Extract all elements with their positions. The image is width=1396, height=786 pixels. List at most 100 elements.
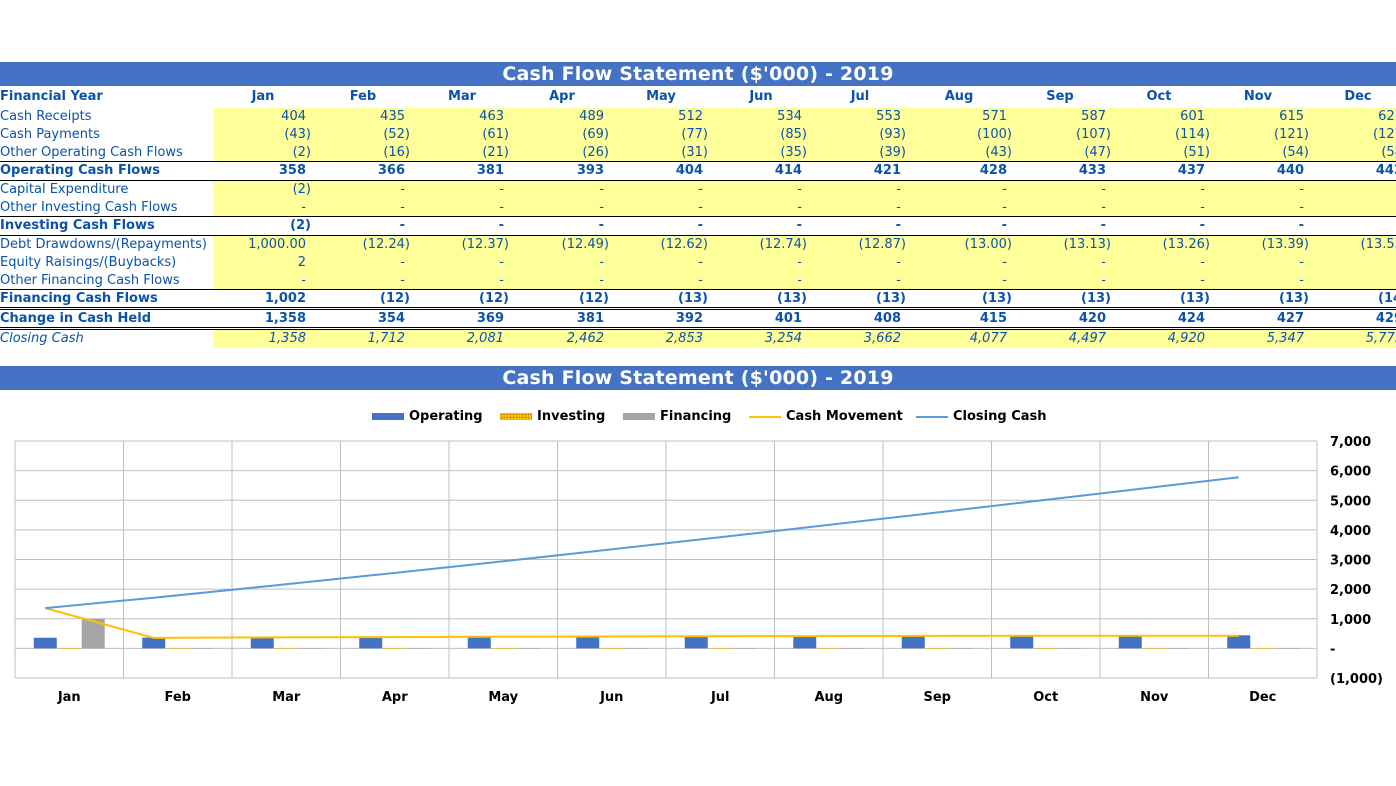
- bar-financing-may: [515, 648, 539, 649]
- cell-investing-total-oct: -: [1199, 218, 1205, 233]
- table-header-row: Financial Year Jan Feb Mar Apr May Jun Jul Aug Se…: [0, 88, 1396, 106]
- cell-other-operating-mar: (21): [482, 145, 509, 160]
- table-row-equity: Equity Raisings/(Buybacks)2-----------: [0, 254, 1396, 272]
- cell-debt-dec: (13.53): [1360, 237, 1396, 252]
- cell-capex-may: -: [698, 182, 703, 197]
- x-tick-label-sep: Sep: [924, 690, 952, 705]
- cell-cash-receipts-feb: 435: [380, 109, 405, 124]
- bar-investing-mar: [274, 648, 298, 649]
- cell-cash-receipts-nov: 615: [1279, 109, 1304, 124]
- month-header-aug: Aug: [944, 89, 974, 104]
- cell-other-operating-jun: (35): [780, 145, 807, 160]
- row-highlight: [213, 108, 1396, 126]
- cell-other-investing-may: -: [698, 200, 703, 215]
- header-label: Financial Year: [0, 89, 103, 104]
- cell-debt-may: (12.62): [660, 237, 708, 252]
- cell-operating-total-apr: 393: [576, 163, 604, 178]
- row-highlight: [213, 272, 1396, 290]
- cell-cash-receipts-mar: 463: [479, 109, 504, 124]
- cell-other-financing-aug: -: [1002, 273, 1007, 288]
- cell-closing-cash-nov: 5,347: [1266, 331, 1304, 346]
- cell-capex-jun: -: [797, 182, 802, 197]
- cell-change-in-cash-feb: 354: [377, 311, 405, 326]
- cell-cash-payments-jul: (93): [879, 127, 906, 142]
- cell-debt-jul: (12.87): [858, 237, 906, 252]
- cell-equity-feb: -: [400, 255, 405, 270]
- y-tick-label: 5,000: [1330, 494, 1371, 509]
- cell-cash-receipts-jun: 534: [777, 109, 802, 124]
- legend-item-operating: Operating: [372, 408, 483, 426]
- cell-cash-receipts-sep: 587: [1081, 109, 1106, 124]
- cell-change-in-cash-dec: 429: [1375, 311, 1396, 326]
- cell-operating-total-feb: 366: [377, 163, 405, 178]
- row-label: Investing Cash Flows: [0, 218, 155, 233]
- cell-other-investing-feb: -: [400, 200, 405, 215]
- cell-capex-jul: -: [896, 182, 901, 197]
- y-tick-label: 3,000: [1330, 554, 1371, 569]
- cell-cash-payments-jan: (43): [284, 127, 311, 142]
- cell-closing-cash-mar: 2,081: [466, 331, 504, 346]
- y-tick-label: (1,000): [1330, 672, 1383, 687]
- cell-equity-dec: -: [1313, 254, 1396, 272]
- legend-label: Closing Cash: [953, 409, 1047, 424]
- cell-debt-jan: 1,000.00: [248, 237, 306, 252]
- cell-financing-total-jun: (13): [777, 291, 807, 306]
- cell-other-financing-mar: -: [499, 273, 504, 288]
- row-label: Equity Raisings/(Buybacks): [0, 255, 177, 270]
- cell-other-investing-oct: -: [1200, 200, 1205, 215]
- legend-swatch: [623, 413, 655, 420]
- bar-operating-mar: [250, 637, 274, 649]
- cell-capex-feb: -: [400, 182, 405, 197]
- legend-item-closing-cash: Closing Cash: [916, 408, 1047, 426]
- legend-label: Operating: [409, 409, 483, 424]
- cell-capex-sep: -: [1101, 182, 1106, 197]
- cell-other-investing-sep: -: [1101, 200, 1106, 215]
- row-highlight: [213, 330, 1396, 348]
- x-tick-label-jul: Jul: [710, 690, 730, 705]
- bar-operating-nov: [1118, 635, 1142, 649]
- month-header-feb: Feb: [349, 89, 377, 104]
- cell-cash-payments-oct: (114): [1175, 127, 1210, 142]
- table-rule: [0, 289, 1396, 290]
- cell-cash-receipts-aug: 571: [982, 109, 1007, 124]
- cell-other-operating-nov: (54): [1282, 145, 1309, 160]
- cell-equity-jun: -: [797, 255, 802, 270]
- legend-item-cash-movement: Cash Movement: [749, 408, 903, 426]
- cell-other-investing-jul: -: [896, 200, 901, 215]
- cell-equity-nov: -: [1299, 255, 1304, 270]
- row-label: Other Operating Cash Flows: [0, 145, 183, 160]
- legend-swatch: [749, 415, 781, 418]
- cell-other-investing-nov: -: [1299, 200, 1304, 215]
- cash-flow-chart: (1,000) - 1,000 2,000 3,000 4,000 5,000 6,000 7,…: [14, 435, 1383, 705]
- bar-investing-sep: [925, 648, 949, 649]
- cell-cash-payments-may: (77): [681, 127, 708, 142]
- cell-change-in-cash-aug: 415: [979, 311, 1007, 326]
- month-header-jan: Jan: [251, 89, 275, 104]
- cell-equity-mar: -: [499, 255, 504, 270]
- cell-capex-aug: -: [1002, 182, 1007, 197]
- cell-other-investing-dec: -: [1313, 199, 1396, 217]
- bar-investing-dec: [1251, 648, 1275, 649]
- cell-other-financing-oct: -: [1200, 273, 1205, 288]
- row-highlight: [213, 126, 1396, 144]
- cell-cash-payments-feb: (52): [383, 127, 410, 142]
- table-row-other-financing: Other Financing Cash Flows------------: [0, 272, 1396, 290]
- bar-financing-feb: [190, 648, 214, 649]
- chart-legend: Operating Investing Financing Cash Movement…: [0, 408, 1396, 426]
- y-tick-label: -: [1330, 642, 1335, 657]
- month-header-sep: Sep: [1046, 89, 1074, 104]
- cell-other-operating-sep: (47): [1084, 145, 1111, 160]
- bar-financing-sep: [949, 648, 973, 649]
- line-cash-movement: [45, 607, 1239, 639]
- table-row-change-in-cash: Change in Cash Held 1,358 354 369 381 392 401 4…: [0, 310, 1396, 328]
- bar-financing-mar: [298, 648, 322, 649]
- cell-investing-total-may: -: [697, 218, 703, 233]
- cell-financing-total-mar: (12): [479, 291, 509, 306]
- bar-operating-jan: [33, 637, 57, 649]
- bar-operating-apr: [359, 636, 383, 649]
- x-tick-label-jun: Jun: [599, 690, 623, 705]
- cell-change-in-cash-apr: 381: [576, 311, 604, 326]
- x-tick-label-dec: Dec: [1249, 690, 1276, 705]
- cell-other-financing-apr: -: [599, 273, 604, 288]
- cell-equity-oct: -: [1200, 255, 1205, 270]
